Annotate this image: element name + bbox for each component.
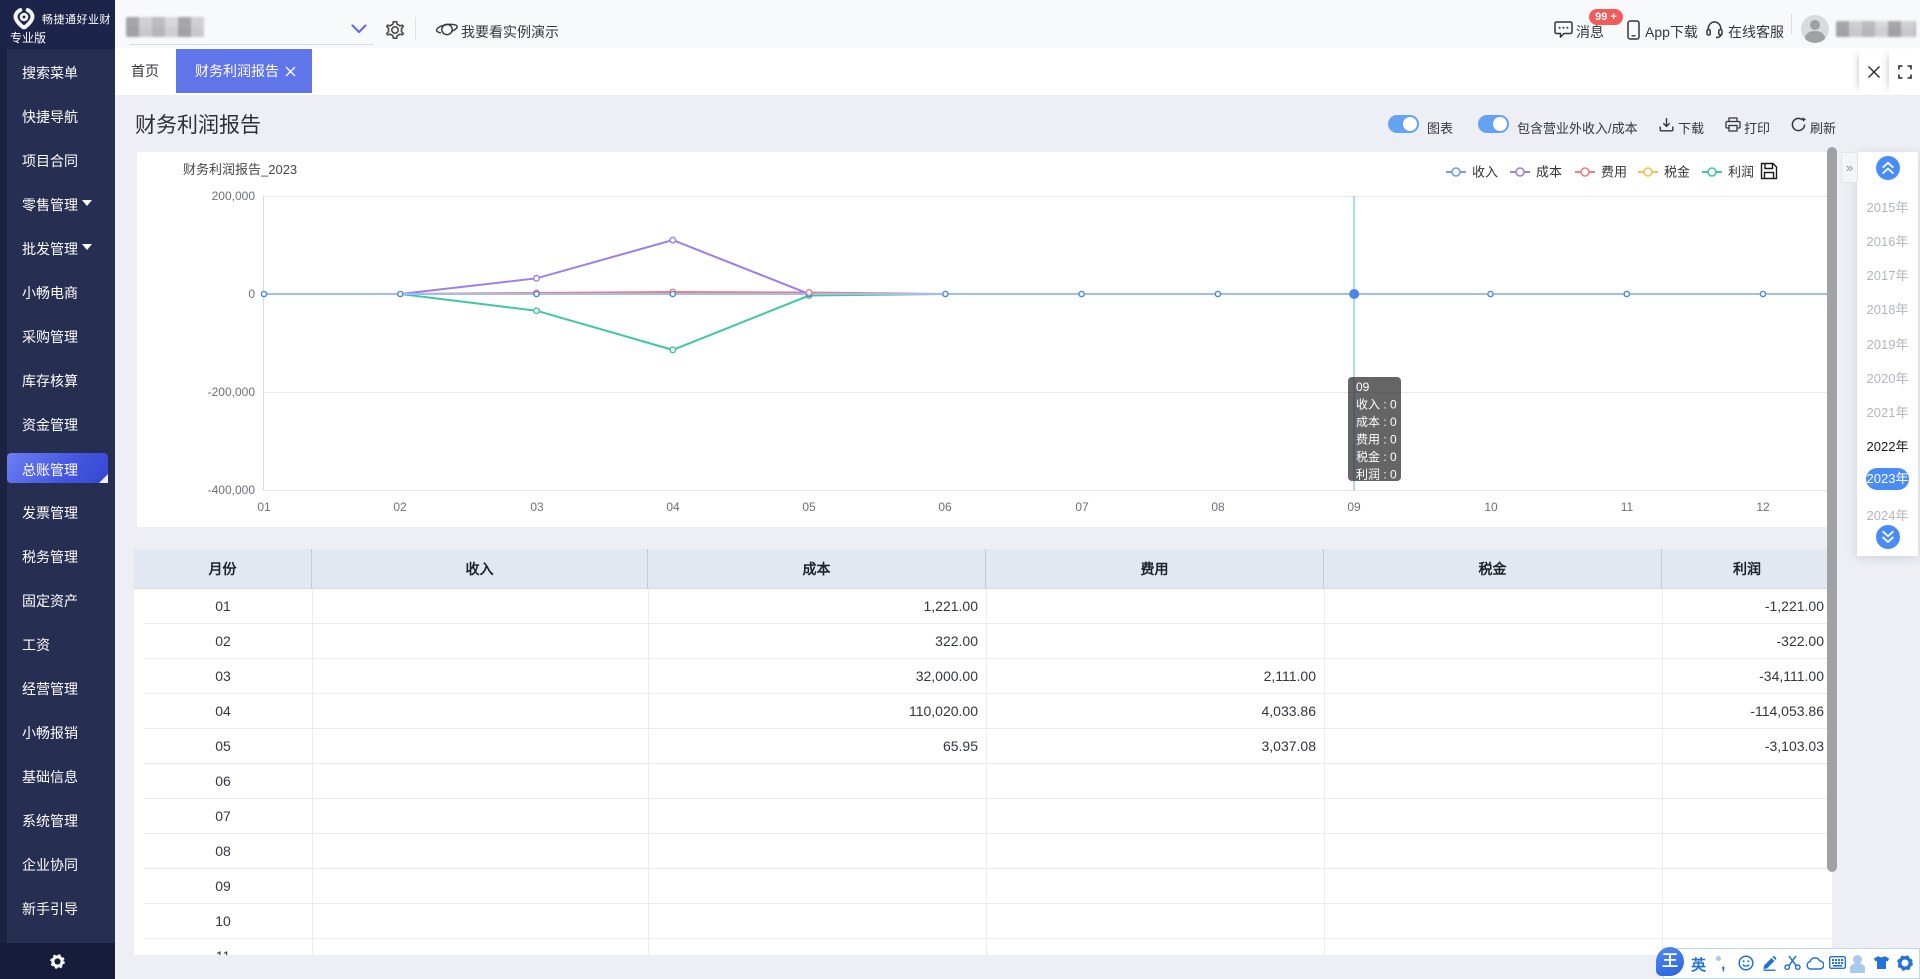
svg-text:05: 05 bbox=[802, 500, 816, 514]
svg-text:利润: 利润 bbox=[1728, 165, 1754, 180]
svg-text:10: 10 bbox=[1484, 500, 1498, 514]
svg-text:成本: 成本 bbox=[1536, 165, 1562, 180]
svg-text:09: 09 bbox=[1356, 380, 1370, 394]
svg-text:成本 : 0: 成本 : 0 bbox=[1356, 415, 1397, 429]
svg-text:03: 03 bbox=[530, 500, 544, 514]
svg-text:-200,000: -200,000 bbox=[208, 385, 256, 399]
svg-text:税金: 税金 bbox=[1664, 165, 1690, 180]
svg-text:11: 11 bbox=[1621, 500, 1634, 514]
svg-text:200,000: 200,000 bbox=[212, 189, 256, 203]
svg-text:费用: 费用 bbox=[1601, 165, 1627, 180]
svg-text:-400,000: -400,000 bbox=[208, 483, 256, 497]
svg-text:费用 : 0: 费用 : 0 bbox=[1356, 433, 1397, 447]
svg-text:收入: 收入 bbox=[1472, 165, 1498, 180]
svg-text:02: 02 bbox=[393, 500, 407, 514]
svg-text:08: 08 bbox=[1211, 500, 1225, 514]
svg-text:财务利润报告_2023: 财务利润报告_2023 bbox=[183, 162, 297, 177]
svg-text:04: 04 bbox=[666, 500, 680, 514]
svg-text:06: 06 bbox=[938, 500, 952, 514]
svg-text:01: 01 bbox=[257, 500, 271, 514]
svg-text:0: 0 bbox=[248, 287, 255, 301]
svg-text:12: 12 bbox=[1756, 500, 1770, 514]
svg-text:收入 : 0: 收入 : 0 bbox=[1356, 398, 1397, 412]
svg-text:09: 09 bbox=[1347, 500, 1361, 514]
svg-text:税金 : 0: 税金 : 0 bbox=[1356, 449, 1397, 464]
svg-text:07: 07 bbox=[1075, 500, 1089, 514]
svg-text:利润 : 0: 利润 : 0 bbox=[1356, 468, 1397, 482]
